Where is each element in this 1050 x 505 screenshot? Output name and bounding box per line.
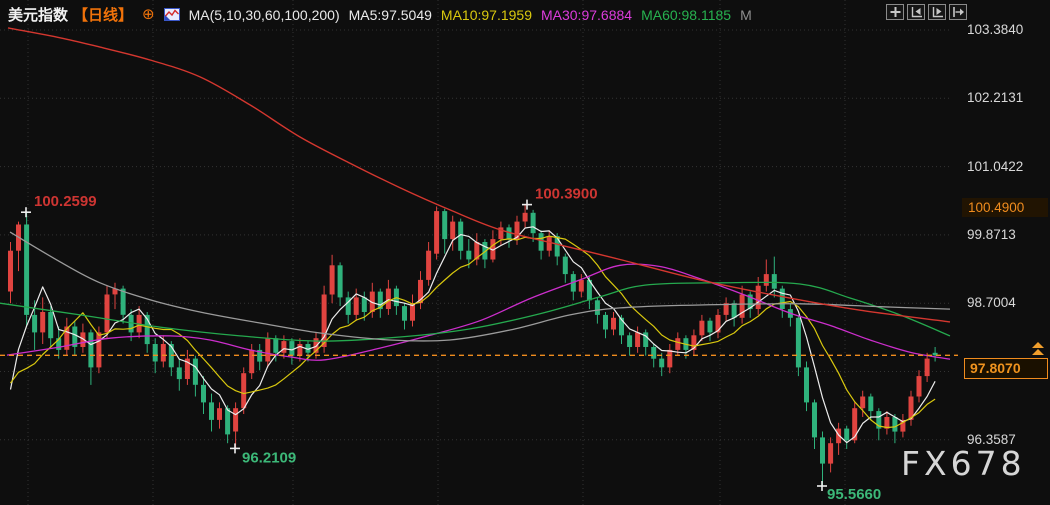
chart-toolbar [886, 4, 967, 20]
ma30-value: MA30:97.6884 [540, 6, 633, 23]
ma10-value: MA10:97.1959 [440, 6, 532, 23]
fx678-watermark: FX678 [901, 444, 1026, 483]
svg-text:100.3900: 100.3900 [535, 186, 598, 203]
svg-text:100.2599: 100.2599 [34, 193, 97, 210]
ma100-value-truncated: M [740, 6, 752, 23]
axis-tick-label: 98.7004 [967, 295, 1016, 311]
add-indicator-icon[interactable]: ⊕ [142, 5, 155, 23]
last-price-label: 97.8070 [964, 358, 1048, 380]
chart-header: 美元指数 【日线】 ⊕ MA(5,10,30,60,100,200) MA5:9… [8, 4, 752, 25]
axis-tick-label: 99.8713 [967, 226, 1016, 242]
ma-group-label: MA(5,10,30,60,100,200) [188, 6, 340, 23]
symbol-title: 美元指数 [8, 7, 69, 24]
price-marker-arrow-icon[interactable] [1032, 349, 1044, 356]
svg-text:95.5660: 95.5660 [827, 486, 881, 503]
axis-scale-left-button[interactable] [907, 4, 925, 20]
go-to-latest-button[interactable] [949, 4, 967, 20]
axis-tick-label: 96.3587 [967, 431, 1016, 447]
alert-price-label: 100.4900 [962, 197, 1048, 217]
crosshair-tool-button[interactable] [886, 4, 904, 20]
ma5-value: MA5:97.5049 [348, 6, 432, 23]
axis-scale-right-button[interactable] [928, 4, 946, 20]
axis-tick-label: 101.0422 [967, 158, 1024, 174]
price-axis[interactable]: 103.3840 102.2131 101.0422 99.8713 98.7004 96… [950, 0, 1050, 505]
price-marker-arrow-icon[interactable] [1032, 342, 1044, 349]
ma60-value: MA60:98.1185 [641, 6, 732, 23]
period-label: 【日线】 [73, 7, 134, 24]
svg-text:96.2109: 96.2109 [242, 449, 296, 466]
axis-tick-label: 102.2131 [967, 90, 1024, 106]
axis-tick-label: 103.3840 [967, 22, 1024, 37]
chart-type-icon[interactable] [163, 8, 180, 21]
